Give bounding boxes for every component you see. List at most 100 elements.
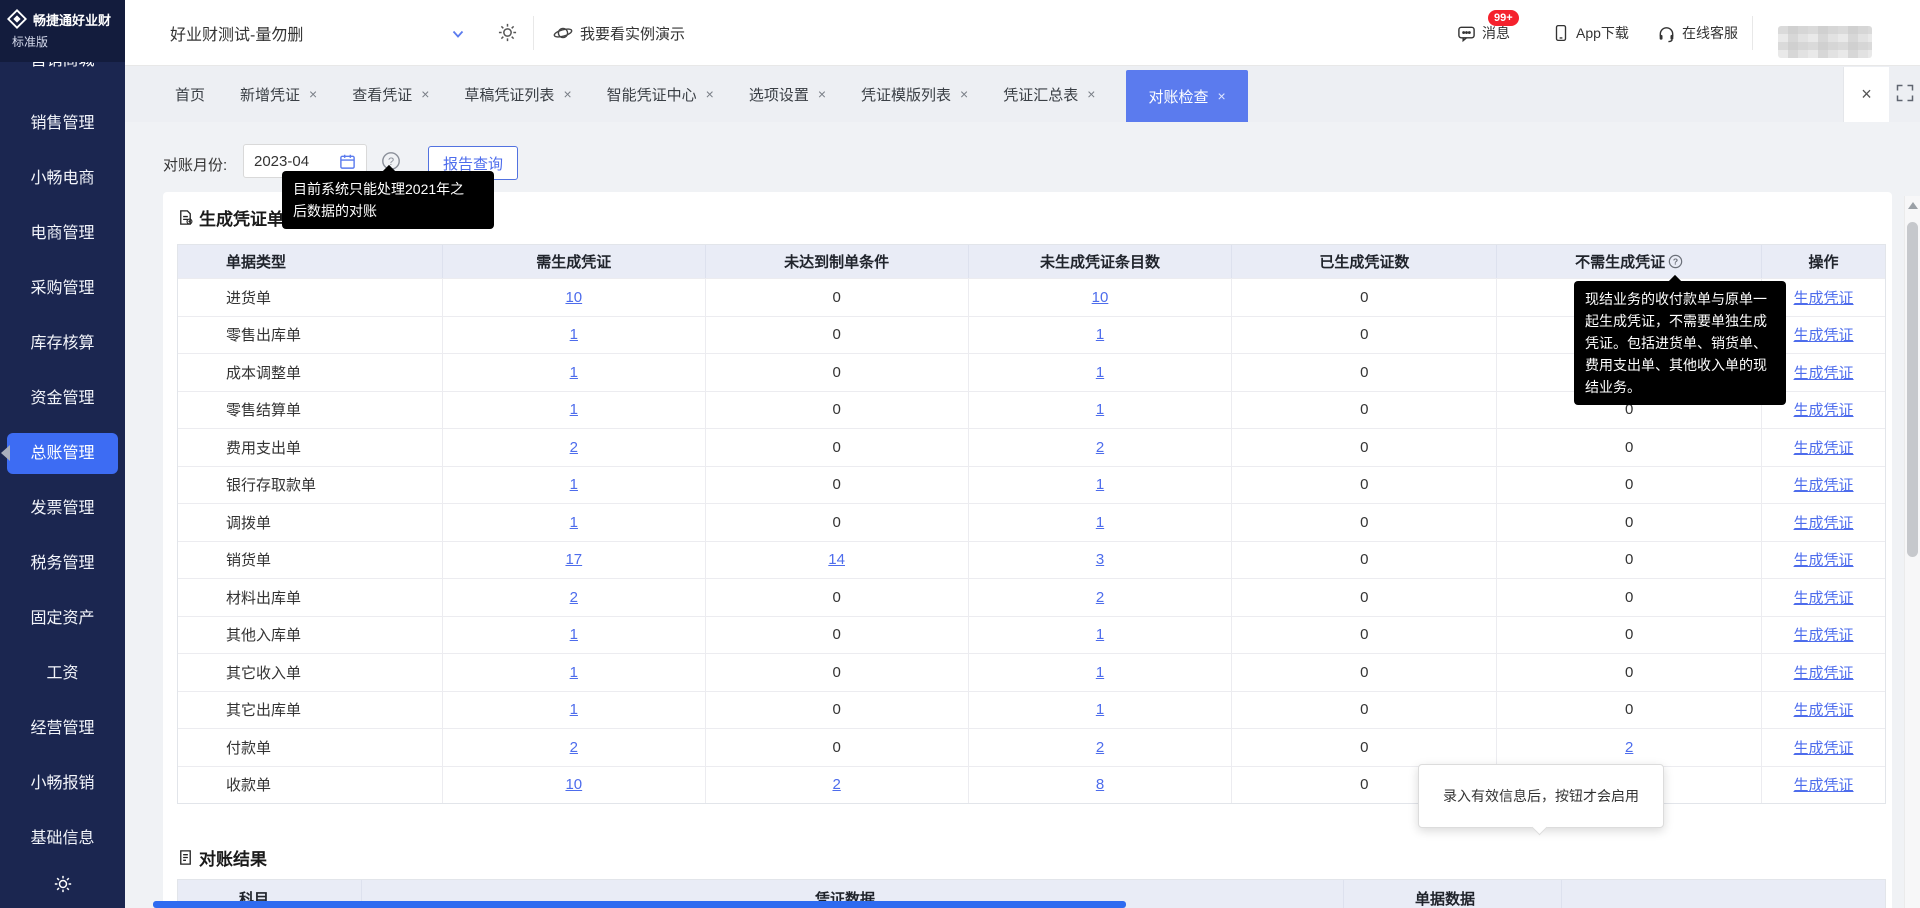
count-link[interactable]: 1 <box>569 626 578 644</box>
fullscreen-expand-icon[interactable] <box>1895 83 1915 103</box>
generate-voucher-link[interactable]: 生成凭证 <box>1793 327 1854 345</box>
count-text: 0 <box>832 626 841 644</box>
sidebar-settings-gear-icon[interactable] <box>0 866 125 902</box>
sidebar-item-11[interactable]: 经营管理 <box>0 701 125 756</box>
tab-1[interactable]: 新增凭证 × <box>236 66 321 122</box>
messages-button[interactable]: 消息 <box>1457 0 1510 66</box>
generate-voucher-link[interactable]: 生成凭证 <box>1793 552 1854 570</box>
sidebar-item-6[interactable]: 总账管理 <box>0 426 125 481</box>
tab-close-icon[interactable]: × <box>309 86 318 102</box>
demo-link[interactable]: 我要看实例演示 <box>553 0 685 66</box>
tab-6[interactable]: 凭证模版列表 × <box>857 66 972 122</box>
sidebar-item-5[interactable]: 资金管理 <box>0 371 125 426</box>
tab-close-icon[interactable]: × <box>563 86 572 102</box>
sidebar-item-0[interactable]: 销售管理 <box>0 96 125 151</box>
tab-3[interactable]: 草稿凭证列表 × <box>460 66 575 122</box>
tab-7[interactable]: 凭证汇总表 × <box>999 66 1099 122</box>
sidebar-collapse-arrow-icon[interactable] <box>1 445 10 461</box>
count-link[interactable]: 1 <box>569 326 578 344</box>
count-link[interactable]: 10 <box>565 288 583 306</box>
count-link[interactable]: 1 <box>1095 701 1105 719</box>
count-link[interactable]: 10 <box>1091 288 1109 306</box>
sidebar-item-1[interactable]: 小畅电商 <box>0 151 125 206</box>
generate-voucher-link[interactable]: 生成凭证 <box>1793 289 1854 307</box>
tab-2[interactable]: 查看凭证 × <box>348 66 433 122</box>
count-link[interactable]: 1 <box>1095 513 1105 531</box>
company-name: 好业财测试-量勿删 <box>170 27 304 44</box>
close-current-tab-button[interactable]: × <box>1843 67 1889 122</box>
count-link[interactable]: 1 <box>1095 401 1105 419</box>
vertical-scrollbar-thumb[interactable] <box>1907 222 1918 557</box>
count-link[interactable]: 2 <box>569 588 578 606</box>
count-link[interactable]: 1 <box>569 401 578 419</box>
support-button[interactable]: 在线客服 <box>1657 0 1738 66</box>
tab-close-icon[interactable]: × <box>817 86 827 102</box>
sidebar-item-12[interactable]: 小畅报销 <box>0 756 125 811</box>
generate-voucher-link[interactable]: 生成凭证 <box>1793 514 1854 532</box>
count-link[interactable]: 14 <box>828 551 845 569</box>
tab-close-icon[interactable]: × <box>421 86 430 102</box>
tab-8[interactable]: 对账检查 × <box>1126 70 1248 122</box>
tab-4[interactable]: 智能凭证中心 × <box>603 66 718 122</box>
tab-0[interactable]: 首页 <box>171 66 209 122</box>
count-cell: 10 <box>441 766 705 803</box>
app-download-button[interactable]: App下载 <box>1552 0 1629 66</box>
col-header: 未达到制单条件 <box>704 245 968 278</box>
vertical-scrollbar[interactable] <box>1904 196 1920 908</box>
generate-voucher-link[interactable]: 生成凭证 <box>1793 477 1854 495</box>
count-link[interactable]: 1 <box>1095 476 1105 494</box>
scroll-up-arrow-icon[interactable] <box>1908 202 1918 209</box>
chevron-down-icon[interactable] <box>450 26 466 42</box>
generate-voucher-link[interactable]: 生成凭证 <box>1793 402 1854 420</box>
sidebar-item-4[interactable]: 库存核算 <box>0 316 125 371</box>
count-text: 0 <box>1360 438 1369 456</box>
count-link[interactable]: 1 <box>569 663 578 681</box>
count-text: 0 <box>1360 588 1369 606</box>
count-link[interactable]: 1 <box>569 363 578 381</box>
generate-voucher-link[interactable]: 生成凭证 <box>1793 439 1854 457</box>
count-link[interactable]: 2 <box>569 438 578 456</box>
count-link[interactable]: 1 <box>1095 626 1105 644</box>
column-help-icon[interactable]: ? <box>1668 254 1683 269</box>
count-link[interactable]: 2 <box>569 738 578 756</box>
sidebar-item-8[interactable]: 税务管理 <box>0 536 125 591</box>
user-name-redacted[interactable] <box>1778 26 1872 58</box>
sidebar-item-13[interactable]: 基础信息 <box>0 811 125 866</box>
count-link[interactable]: 2 <box>1095 588 1105 606</box>
generate-voucher-link[interactable]: 生成凭证 <box>1793 589 1854 607</box>
generate-voucher-link[interactable]: 生成凭证 <box>1793 364 1854 382</box>
generate-voucher-link[interactable]: 生成凭证 <box>1793 702 1854 720</box>
horizontal-scrollbar-thumb[interactable] <box>153 901 1126 908</box>
count-link[interactable]: 1 <box>569 513 578 531</box>
sidebar-item-2[interactable]: 电商管理 <box>0 206 125 261</box>
generate-voucher-link[interactable]: 生成凭证 <box>1793 777 1854 795</box>
tab-close-icon[interactable]: × <box>1087 86 1096 102</box>
count-link[interactable]: 2 <box>1625 738 1634 756</box>
count-link[interactable]: 8 <box>1095 776 1105 794</box>
company-selector[interactable]: 好业财测试-量勿删 <box>170 0 303 66</box>
count-link[interactable]: 10 <box>565 776 583 794</box>
sidebar-item-3[interactable]: 采购管理 <box>0 261 125 316</box>
tab-close-icon[interactable]: × <box>960 86 969 102</box>
count-link[interactable]: 2 <box>1095 438 1105 456</box>
account-settings-gear-icon[interactable] <box>497 22 518 43</box>
count-link[interactable]: 1 <box>1095 663 1105 681</box>
count-link[interactable]: 1 <box>569 701 578 719</box>
count-link[interactable]: 17 <box>565 551 583 569</box>
count-link[interactable]: 1 <box>1095 363 1105 381</box>
generate-voucher-link[interactable]: 生成凭证 <box>1793 627 1854 645</box>
tab-close-icon[interactable]: × <box>1217 88 1226 104</box>
count-link[interactable]: 3 <box>1095 551 1105 569</box>
sidebar-item-10[interactable]: 工资 <box>0 646 125 701</box>
count-link[interactable]: 1 <box>1095 326 1105 344</box>
count-link[interactable]: 2 <box>832 776 841 794</box>
count-link[interactable]: 1 <box>569 476 578 494</box>
tab-close-icon[interactable]: × <box>705 86 714 102</box>
sidebar-item-9[interactable]: 固定资产 <box>0 591 125 646</box>
count-link[interactable]: 2 <box>1095 738 1105 756</box>
calendar-icon[interactable] <box>339 153 356 170</box>
sidebar-item-7[interactable]: 发票管理 <box>0 481 125 536</box>
generate-voucher-link[interactable]: 生成凭证 <box>1793 739 1854 757</box>
generate-voucher-link[interactable]: 生成凭证 <box>1793 664 1854 682</box>
tab-5[interactable]: 选项设置 × <box>745 66 830 122</box>
